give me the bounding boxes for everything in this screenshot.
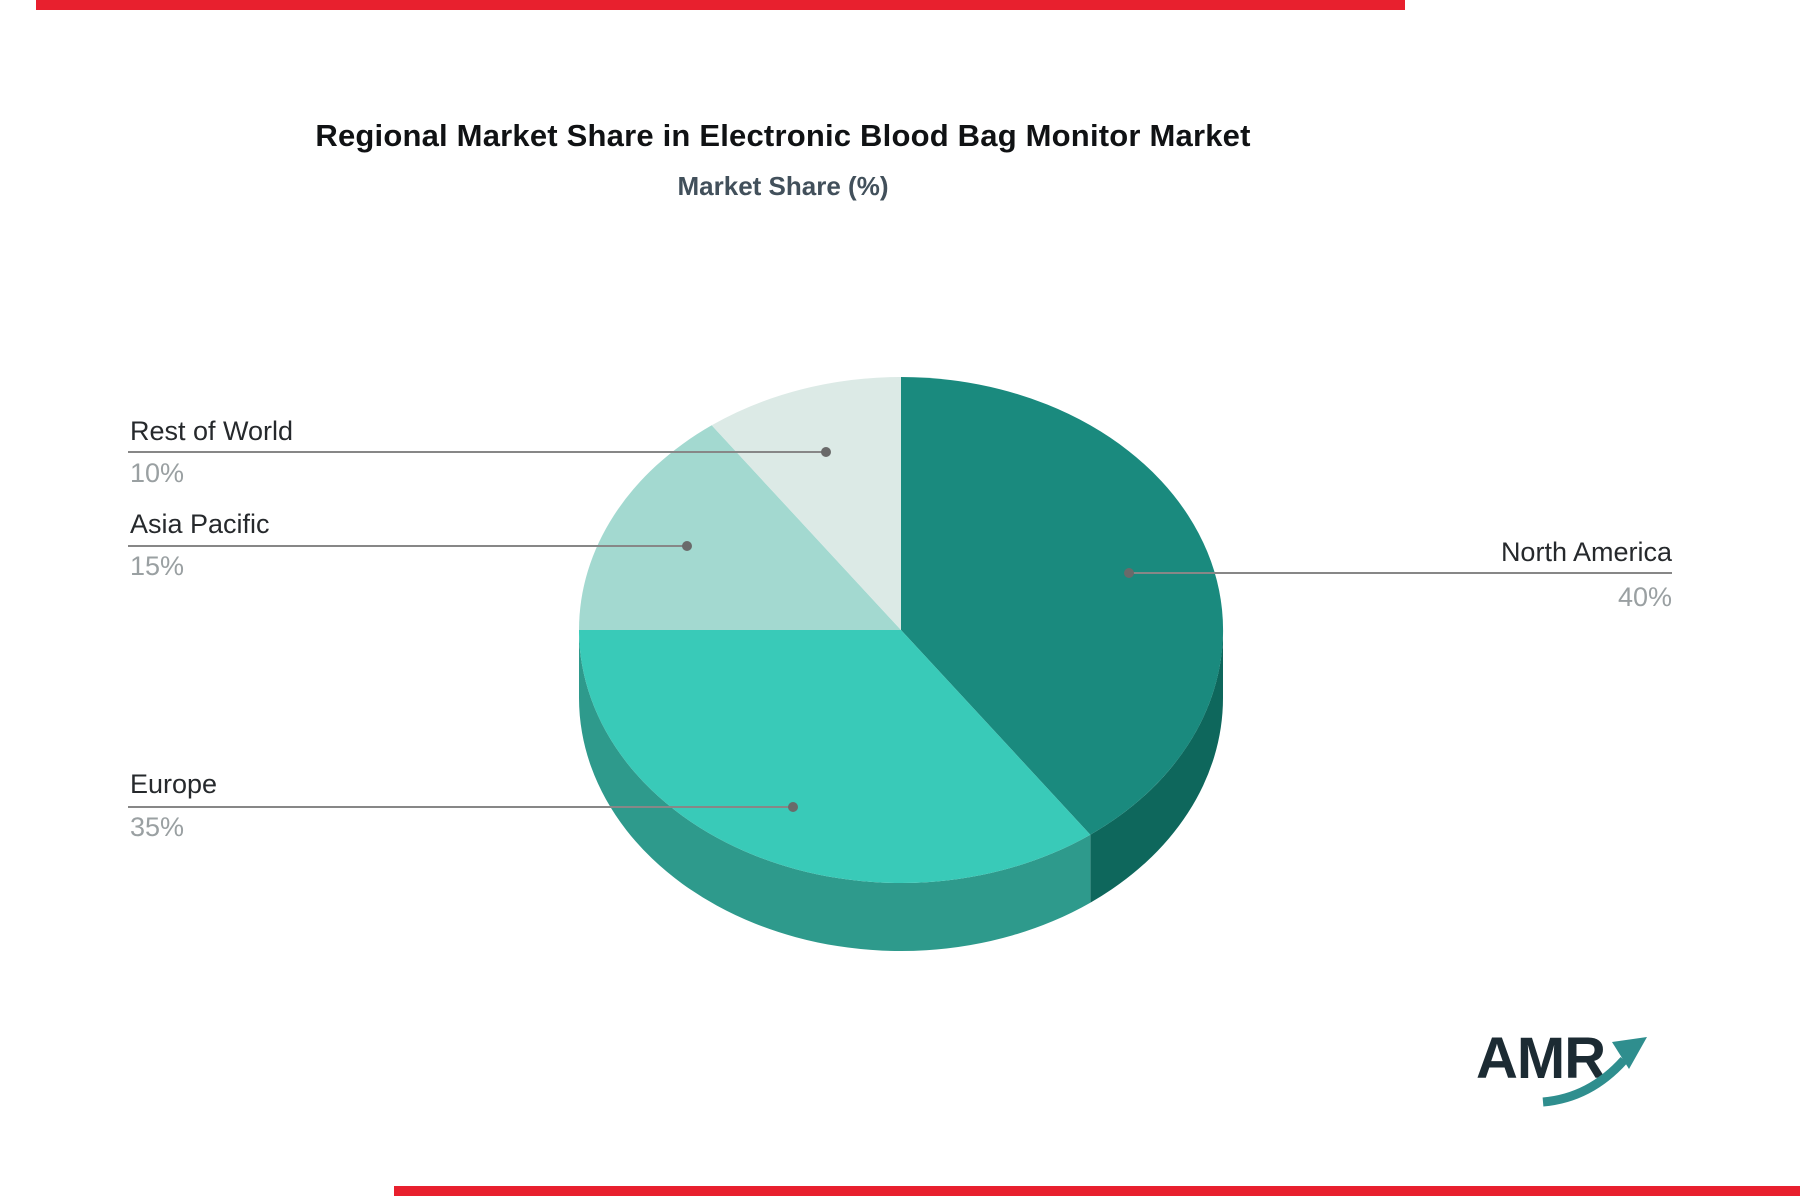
slice-label-north-america: North America [1500, 537, 1672, 567]
slice-label-rest-of-world: Rest of World [130, 416, 294, 446]
chart-title: Regional Market Share in Electronic Bloo… [315, 118, 1251, 153]
slice-value-asia-pacific: 15% [130, 551, 185, 581]
top-accent-bar [36, 0, 1405, 10]
logo-arrow-tail [1542, 1056, 1628, 1107]
slice-value-rest-of-world: 10% [130, 458, 185, 488]
pie-slice-rest-of-world [711, 377, 901, 630]
slice-value-europe: 35% [130, 812, 185, 842]
pie-slice-north-america [901, 377, 1224, 835]
pie-side-europe [579, 630, 1091, 952]
slice-label-asia-pacific: Asia Pacific [130, 509, 270, 539]
bottom-accent-bar [394, 1186, 1800, 1196]
chart-header: Regional Market Share in Electronic Bloo… [0, 118, 1566, 202]
leader-dot-north-america [1124, 568, 1134, 578]
leader-dot-rest-of-world [821, 447, 831, 457]
slice-label-europe: Europe [130, 769, 218, 799]
pie-side-north-america [1090, 630, 1223, 903]
logo-arrow-head [1612, 1037, 1647, 1069]
amr-logo: AMR [1476, 1030, 1691, 1120]
amr-logo-text: AMR [1476, 1026, 1606, 1091]
logo-arrow-icon [1542, 1037, 1647, 1107]
slice-value-north-america: 40% [1617, 582, 1672, 612]
leader-dot-europe [788, 802, 798, 812]
pie-slice-europe [579, 630, 1091, 884]
pie-slice-asia-pacific [579, 425, 901, 630]
leader-dot-asia-pacific [682, 541, 692, 551]
chart-subtitle: Market Share (%) [677, 171, 889, 201]
